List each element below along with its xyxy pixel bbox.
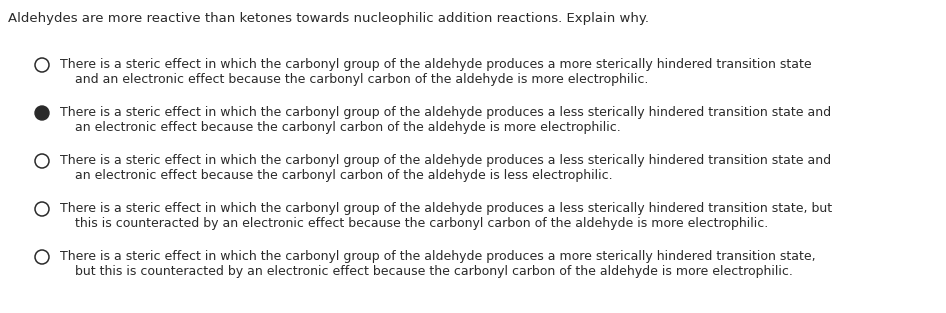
Text: There is a steric effect in which the carbonyl group of the aldehyde produces a : There is a steric effect in which the ca… bbox=[60, 250, 815, 263]
Text: Aldehydes are more reactive than ketones towards nucleophilic addition reactions: Aldehydes are more reactive than ketones… bbox=[8, 12, 649, 25]
Text: and an electronic effect because the carbonyl carbon of the aldehyde is more ele: and an electronic effect because the car… bbox=[75, 73, 648, 86]
Circle shape bbox=[35, 106, 49, 120]
Text: an electronic effect because the carbonyl carbon of the aldehyde is more electro: an electronic effect because the carbony… bbox=[75, 121, 621, 134]
Text: an electronic effect because the carbonyl carbon of the aldehyde is less electro: an electronic effect because the carbony… bbox=[75, 169, 613, 182]
Text: There is a steric effect in which the carbonyl group of the aldehyde produces a : There is a steric effect in which the ca… bbox=[60, 58, 812, 71]
Text: There is a steric effect in which the carbonyl group of the aldehyde produces a : There is a steric effect in which the ca… bbox=[60, 106, 832, 119]
Text: this is counteracted by an electronic effect because the carbonyl carbon of the : this is counteracted by an electronic ef… bbox=[75, 217, 768, 230]
Text: but this is counteracted by an electronic effect because the carbonyl carbon of : but this is counteracted by an electroni… bbox=[75, 265, 793, 278]
Text: There is a steric effect in which the carbonyl group of the aldehyde produces a : There is a steric effect in which the ca… bbox=[60, 154, 832, 167]
Text: There is a steric effect in which the carbonyl group of the aldehyde produces a : There is a steric effect in which the ca… bbox=[60, 202, 832, 215]
